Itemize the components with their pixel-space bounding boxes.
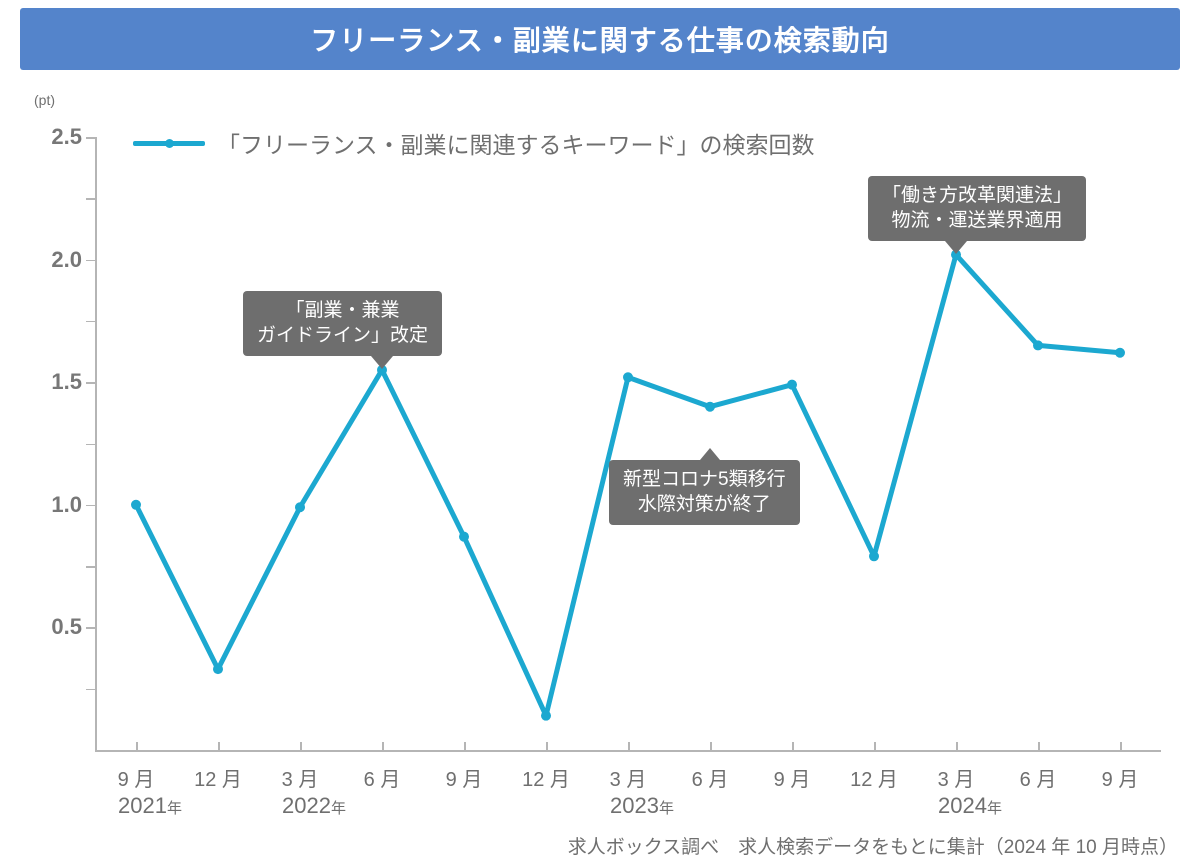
- data-point: [787, 379, 797, 390]
- x-axis-month-label: 12 月: [194, 769, 242, 791]
- legend-line-with-dot-icon: [133, 138, 205, 148]
- data-point: [623, 372, 633, 383]
- x-axis-tick: [300, 742, 302, 751]
- page-title: フリーランス・副業に関する仕事の検索動向: [310, 25, 890, 56]
- x-axis-month-label: 9 月: [445, 769, 483, 791]
- x-axis-month-label: 6 月: [1019, 769, 1057, 791]
- data-point: [295, 502, 305, 513]
- x-axis-month-label: 9 月: [1101, 769, 1139, 791]
- x-axis-month-label: 9 月: [773, 769, 811, 791]
- annotation-line: 物流・運送業界適用: [891, 210, 1063, 232]
- annotation-line: 「副業・兼業: [285, 300, 400, 321]
- x-axis-tick: [956, 742, 958, 751]
- data-point: [131, 499, 141, 510]
- y-axis-tick: [86, 382, 95, 384]
- data-point: [869, 551, 879, 562]
- x-axis-month-label: 3 月: [937, 769, 975, 791]
- annotation-line: ガイドライン」改定: [257, 325, 429, 347]
- x-axis-tick: [628, 742, 630, 751]
- y-axis-tick-label: 0.5: [51, 614, 82, 640]
- y-axis-tick: [86, 259, 95, 262]
- y-axis-tick: [86, 137, 95, 139]
- x-axis-month-label: 6 月: [691, 769, 729, 791]
- x-axis-year-label: 2021年: [118, 793, 182, 818]
- x-axis-month-label: 6 月: [363, 769, 401, 791]
- y-axis-minor-tick: [86, 688, 95, 691]
- x-axis-tick: [874, 742, 876, 751]
- y-axis-minor-tick: [86, 566, 95, 568]
- source-footnote: 求人ボックス調べ 求人検索データをもとに集計（2024 年 10 月時点）: [567, 837, 1178, 858]
- x-axis-tick: [382, 742, 384, 751]
- x-axis-tick: [218, 742, 220, 751]
- annotation-fukugyo-guideline: 「副業・兼業ガイドライン」改定: [243, 291, 443, 370]
- x-axis-tick: [792, 742, 794, 751]
- y-axis-line: [95, 137, 97, 751]
- page-title-banner: フリーランス・副業に関する仕事の検索動向: [20, 8, 1180, 70]
- x-axis-tick: [464, 742, 466, 751]
- y-axis-tick-label: 2.0: [51, 246, 82, 272]
- annotation-covid-class5: 新型コロナ5類移行 水際対策が終了: [609, 448, 800, 526]
- y-axis-minor-tick: [86, 443, 95, 445]
- data-point: [1115, 347, 1125, 358]
- annotation-line: 水際対策が終了: [637, 494, 771, 516]
- y-axis-tick: [86, 627, 95, 629]
- x-axis-month-label: 9 月: [117, 769, 155, 791]
- data-point: [459, 531, 469, 542]
- y-axis-tick-label: 1.0: [51, 491, 82, 517]
- x-axis-tick: [710, 742, 712, 751]
- data-point: [705, 401, 715, 412]
- data-point: [541, 710, 551, 721]
- x-axis-tick: [1120, 742, 1122, 751]
- annotation-line: 「働き方改革関連法」: [882, 185, 1073, 206]
- chart-legend: 「フリーランス・副業に関連するキーワード」の検索回数: [133, 126, 815, 160]
- x-axis-tick: [1038, 742, 1040, 751]
- legend-label: 「フリーランス・副業に関連するキーワード」の検索回数: [217, 132, 815, 158]
- y-axis-tick: [86, 504, 95, 507]
- annotation-arrow-icon: [370, 356, 393, 370]
- x-axis-month-label: 12 月: [850, 769, 898, 791]
- x-axis-tick: [546, 742, 548, 751]
- y-axis-minor-tick: [86, 320, 95, 323]
- annotation-arrow-icon: [945, 241, 967, 255]
- x-axis-tick: [136, 742, 138, 751]
- y-axis-tick-label: 2.5: [51, 124, 82, 149]
- data-point: [1033, 340, 1043, 351]
- x-axis-month-label: 12 月: [522, 769, 570, 791]
- x-axis-year-label: 2024年: [938, 793, 1002, 818]
- x-axis-month-label: 3 月: [281, 769, 319, 791]
- x-axis-month-label: 3 月: [609, 769, 647, 791]
- data-point: [213, 664, 223, 675]
- y-axis-tick-label: 1.5: [51, 369, 82, 395]
- x-axis-year-label: 2023年: [610, 793, 674, 818]
- annotation-arrow-icon: [700, 448, 720, 460]
- annotation-line: 新型コロナ5類移行: [623, 469, 786, 490]
- y-axis-unit-label: (pt): [34, 92, 55, 108]
- annotation-hatarakikata-law: 「働き方改革関連法」 物流・運送業界適用: [868, 176, 1087, 255]
- y-axis-minor-tick: [86, 198, 95, 200]
- x-axis-year-label: 2022年: [282, 793, 346, 818]
